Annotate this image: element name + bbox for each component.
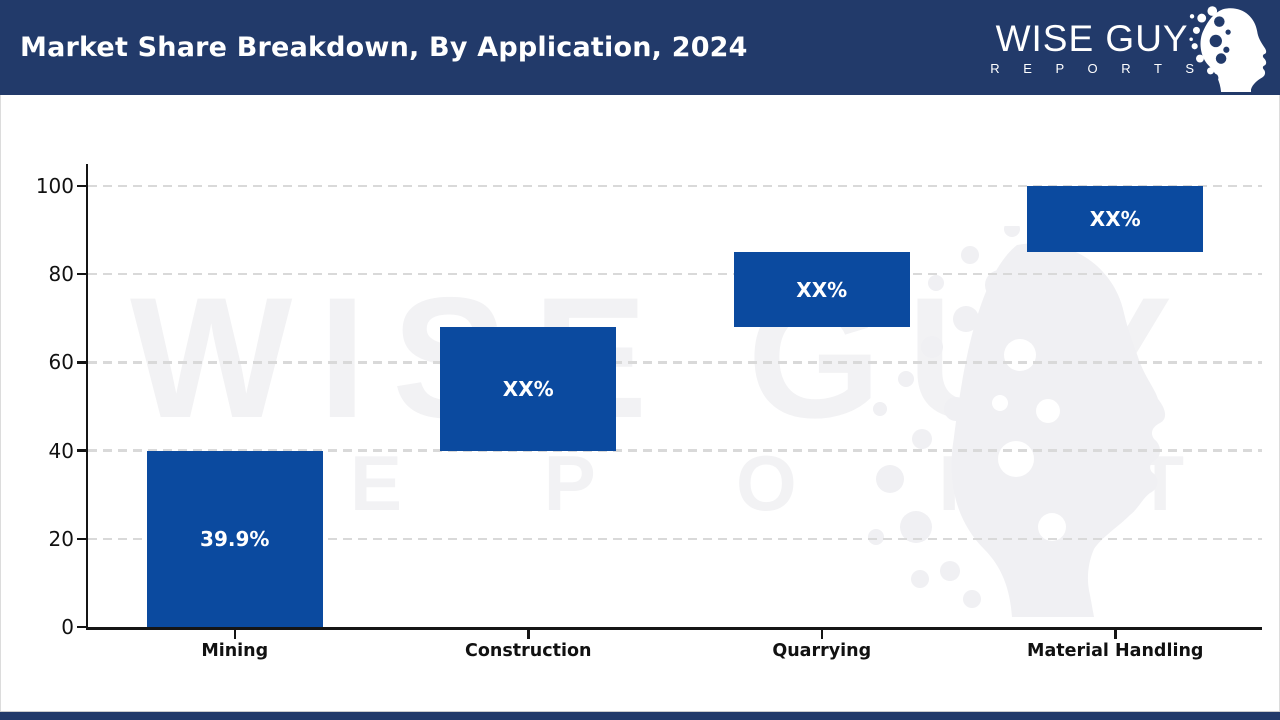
y-tick-label-80: 80	[48, 262, 74, 287]
wise-guy-logo: WISE GUY R E P O R T S	[980, 0, 1270, 95]
y-tick-label-20: 20	[48, 526, 74, 551]
bar-quarrying: XX%	[733, 252, 910, 328]
logo-wordmark: WISE GUY	[995, 17, 1189, 59]
y-tick-label-40: 40	[48, 438, 74, 463]
bar-value-label: 39.9%	[200, 527, 270, 552]
logo-subtitle: R E P O R T S	[990, 60, 1204, 76]
bar-value-label: XX%	[502, 376, 554, 401]
bar-value-label: XX%	[796, 277, 848, 302]
y-tick-20	[77, 537, 86, 541]
bar-construction: XX%	[440, 327, 617, 451]
y-tick-80	[77, 272, 86, 276]
y-tick-label-0: 0	[61, 615, 74, 639]
bar-material-handling: XX%	[1027, 186, 1204, 253]
logo-head-icon	[1189, 5, 1267, 92]
gridline-80	[88, 272, 1262, 276]
category-label-0: Mining	[201, 641, 269, 661]
gridline-100	[88, 184, 1262, 188]
y-tick-40	[77, 449, 86, 452]
x-tick-2	[820, 630, 823, 639]
gridline-20	[88, 537, 1262, 541]
logo-text: WISE GUY R E P O R T S	[980, 17, 1204, 76]
y-tick-100	[77, 184, 86, 188]
bar-value-label: XX%	[1089, 207, 1141, 232]
y-tick-label-60: 60	[48, 350, 74, 375]
category-label-1: Construction	[465, 641, 592, 661]
y-tick-0	[77, 625, 86, 629]
gridline-60	[88, 361, 1262, 364]
x-tick-3	[1114, 630, 1117, 639]
header: Market Share Breakdown, By Application, …	[0, 0, 1280, 95]
page-title: Market Share Breakdown, By Application, …	[20, 32, 748, 63]
x-tick-1	[527, 630, 530, 639]
gridline-40	[88, 449, 1262, 452]
x-tick-0	[233, 630, 236, 639]
y-tick-label-100: 100	[35, 174, 74, 199]
category-label-2: Quarrying	[772, 641, 872, 661]
y-axis-line	[85, 164, 88, 630]
x-axis-line	[85, 627, 1262, 630]
plot-area: 0 20 40 60 80 100 39.9% Mining XX% Construction XX…	[36, 164, 1262, 661]
y-tick-60	[77, 361, 86, 364]
category-label-3: Material Handling	[1027, 641, 1204, 661]
footer-bar	[0, 711, 1280, 720]
bar-mining: 39.9%	[146, 451, 323, 627]
